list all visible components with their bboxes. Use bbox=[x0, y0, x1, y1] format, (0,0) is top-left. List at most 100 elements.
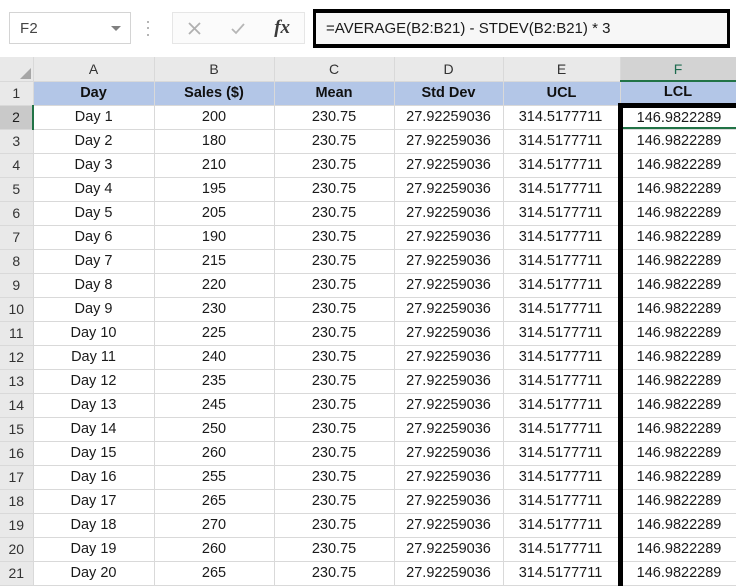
cell-stddev-14[interactable]: 27.92259036 bbox=[394, 393, 504, 418]
check-icon[interactable] bbox=[220, 13, 256, 43]
row-header-8[interactable]: 8 bbox=[0, 249, 34, 274]
cell-stddev-15[interactable]: 27.92259036 bbox=[394, 417, 504, 442]
cell-stddev-3[interactable]: 27.92259036 bbox=[394, 129, 504, 154]
cell-mean-3[interactable]: 230.75 bbox=[274, 129, 395, 154]
row-header-10[interactable]: 10 bbox=[0, 297, 34, 322]
chevron-down-icon[interactable] bbox=[111, 25, 121, 31]
cell-stddev-13[interactable]: 27.92259036 bbox=[394, 369, 504, 394]
row-header-7[interactable]: 7 bbox=[0, 225, 34, 250]
cell-ucl-7[interactable]: 314.5177711 bbox=[503, 225, 621, 250]
cell-lcl-8[interactable]: 146.9822289 bbox=[617, 249, 736, 274]
cell-stddev-16[interactable]: 27.92259036 bbox=[394, 441, 504, 466]
cell-lcl-16[interactable]: 146.9822289 bbox=[617, 441, 736, 466]
row-header-13[interactable]: 13 bbox=[0, 369, 34, 394]
cell-sales-16[interactable]: 260 bbox=[154, 441, 275, 466]
cell-mean-12[interactable]: 230.75 bbox=[274, 345, 395, 370]
cell-stddev-19[interactable]: 27.92259036 bbox=[394, 513, 504, 538]
cell-day-2[interactable]: Day 1 bbox=[33, 105, 155, 130]
cell-sales-4[interactable]: 210 bbox=[154, 153, 275, 178]
cell-sales-21[interactable]: 265 bbox=[154, 561, 275, 586]
header-cell-stddev[interactable]: Std Dev bbox=[394, 81, 504, 106]
cell-day-18[interactable]: Day 17 bbox=[33, 489, 155, 514]
row-header-19[interactable]: 19 bbox=[0, 513, 34, 538]
cell-ucl-5[interactable]: 314.5177711 bbox=[503, 177, 621, 202]
cell-ucl-14[interactable]: 314.5177711 bbox=[503, 393, 621, 418]
cell-lcl-4[interactable]: 146.9822289 bbox=[617, 153, 736, 178]
cell-sales-20[interactable]: 260 bbox=[154, 537, 275, 562]
row-header-1[interactable]: 1 bbox=[0, 81, 34, 106]
cell-mean-7[interactable]: 230.75 bbox=[274, 225, 395, 250]
cell-ucl-3[interactable]: 314.5177711 bbox=[503, 129, 621, 154]
cell-lcl-17[interactable]: 146.9822289 bbox=[617, 465, 736, 490]
cell-stddev-17[interactable]: 27.92259036 bbox=[394, 465, 504, 490]
row-header-3[interactable]: 3 bbox=[0, 129, 34, 154]
cell-lcl-14[interactable]: 146.9822289 bbox=[617, 393, 736, 418]
cell-mean-21[interactable]: 230.75 bbox=[274, 561, 395, 586]
cell-lcl-5[interactable]: 146.9822289 bbox=[617, 177, 736, 202]
cell-day-9[interactable]: Day 8 bbox=[33, 273, 155, 298]
cell-sales-13[interactable]: 235 bbox=[154, 369, 275, 394]
cell-day-3[interactable]: Day 2 bbox=[33, 129, 155, 154]
cell-stddev-10[interactable]: 27.92259036 bbox=[394, 297, 504, 322]
cell-day-8[interactable]: Day 7 bbox=[33, 249, 155, 274]
cell-sales-12[interactable]: 240 bbox=[154, 345, 275, 370]
header-cell-ucl[interactable]: UCL bbox=[503, 81, 621, 106]
column-header-f[interactable]: F bbox=[620, 57, 736, 82]
cell-lcl-11[interactable]: 146.9822289 bbox=[617, 321, 736, 346]
row-header-20[interactable]: 20 bbox=[0, 537, 34, 562]
cell-lcl-12[interactable]: 146.9822289 bbox=[617, 345, 736, 370]
cell-day-10[interactable]: Day 9 bbox=[33, 297, 155, 322]
row-header-15[interactable]: 15 bbox=[0, 417, 34, 442]
cell-lcl-9[interactable]: 146.9822289 bbox=[617, 273, 736, 298]
cell-sales-8[interactable]: 215 bbox=[154, 249, 275, 274]
cell-mean-8[interactable]: 230.75 bbox=[274, 249, 395, 274]
cell-sales-5[interactable]: 195 bbox=[154, 177, 275, 202]
worksheet-grid[interactable]: A B C D E F 1 Day Sales ($) Mean Std Dev… bbox=[0, 57, 736, 588]
cell-mean-10[interactable]: 230.75 bbox=[274, 297, 395, 322]
cell-sales-17[interactable]: 255 bbox=[154, 465, 275, 490]
header-cell-mean[interactable]: Mean bbox=[274, 81, 395, 106]
cell-sales-3[interactable]: 180 bbox=[154, 129, 275, 154]
cell-day-21[interactable]: Day 20 bbox=[33, 561, 155, 586]
header-cell-sales[interactable]: Sales ($) bbox=[154, 81, 275, 106]
cell-day-16[interactable]: Day 15 bbox=[33, 441, 155, 466]
cell-ucl-2[interactable]: 314.5177711 bbox=[503, 105, 621, 130]
cell-stddev-4[interactable]: 27.92259036 bbox=[394, 153, 504, 178]
cell-sales-15[interactable]: 250 bbox=[154, 417, 275, 442]
cell-mean-20[interactable]: 230.75 bbox=[274, 537, 395, 562]
close-icon[interactable] bbox=[177, 13, 213, 43]
cell-ucl-11[interactable]: 314.5177711 bbox=[503, 321, 621, 346]
row-header-14[interactable]: 14 bbox=[0, 393, 34, 418]
cell-ucl-16[interactable]: 314.5177711 bbox=[503, 441, 621, 466]
row-header-21[interactable]: 21 bbox=[0, 561, 34, 586]
cell-day-6[interactable]: Day 5 bbox=[33, 201, 155, 226]
cell-lcl-10[interactable]: 146.9822289 bbox=[617, 297, 736, 322]
cell-day-12[interactable]: Day 11 bbox=[33, 345, 155, 370]
cell-sales-7[interactable]: 190 bbox=[154, 225, 275, 250]
fx-icon[interactable]: fx bbox=[274, 17, 291, 38]
cell-lcl-13[interactable]: 146.9822289 bbox=[617, 369, 736, 394]
cell-stddev-12[interactable]: 27.92259036 bbox=[394, 345, 504, 370]
cell-lcl-2[interactable]: 146.9822289 bbox=[617, 102, 736, 130]
cell-day-14[interactable]: Day 13 bbox=[33, 393, 155, 418]
cell-day-7[interactable]: Day 6 bbox=[33, 225, 155, 250]
cell-mean-15[interactable]: 230.75 bbox=[274, 417, 395, 442]
column-header-d[interactable]: D bbox=[394, 57, 504, 82]
column-header-e[interactable]: E bbox=[503, 57, 621, 82]
cell-mean-18[interactable]: 230.75 bbox=[274, 489, 395, 514]
cell-sales-2[interactable]: 200 bbox=[154, 105, 275, 130]
cell-stddev-20[interactable]: 27.92259036 bbox=[394, 537, 504, 562]
cell-sales-19[interactable]: 270 bbox=[154, 513, 275, 538]
cell-sales-10[interactable]: 230 bbox=[154, 297, 275, 322]
cell-lcl-21[interactable]: 146.9822289 bbox=[617, 561, 736, 586]
row-header-12[interactable]: 12 bbox=[0, 345, 34, 370]
cell-ucl-6[interactable]: 314.5177711 bbox=[503, 201, 621, 226]
cell-day-17[interactable]: Day 16 bbox=[33, 465, 155, 490]
cell-stddev-9[interactable]: 27.92259036 bbox=[394, 273, 504, 298]
cell-sales-11[interactable]: 225 bbox=[154, 321, 275, 346]
cell-mean-13[interactable]: 230.75 bbox=[274, 369, 395, 394]
name-box[interactable]: F2 bbox=[9, 12, 131, 44]
cell-stddev-6[interactable]: 27.92259036 bbox=[394, 201, 504, 226]
cell-sales-6[interactable]: 205 bbox=[154, 201, 275, 226]
select-all-corner-icon[interactable] bbox=[0, 57, 34, 82]
